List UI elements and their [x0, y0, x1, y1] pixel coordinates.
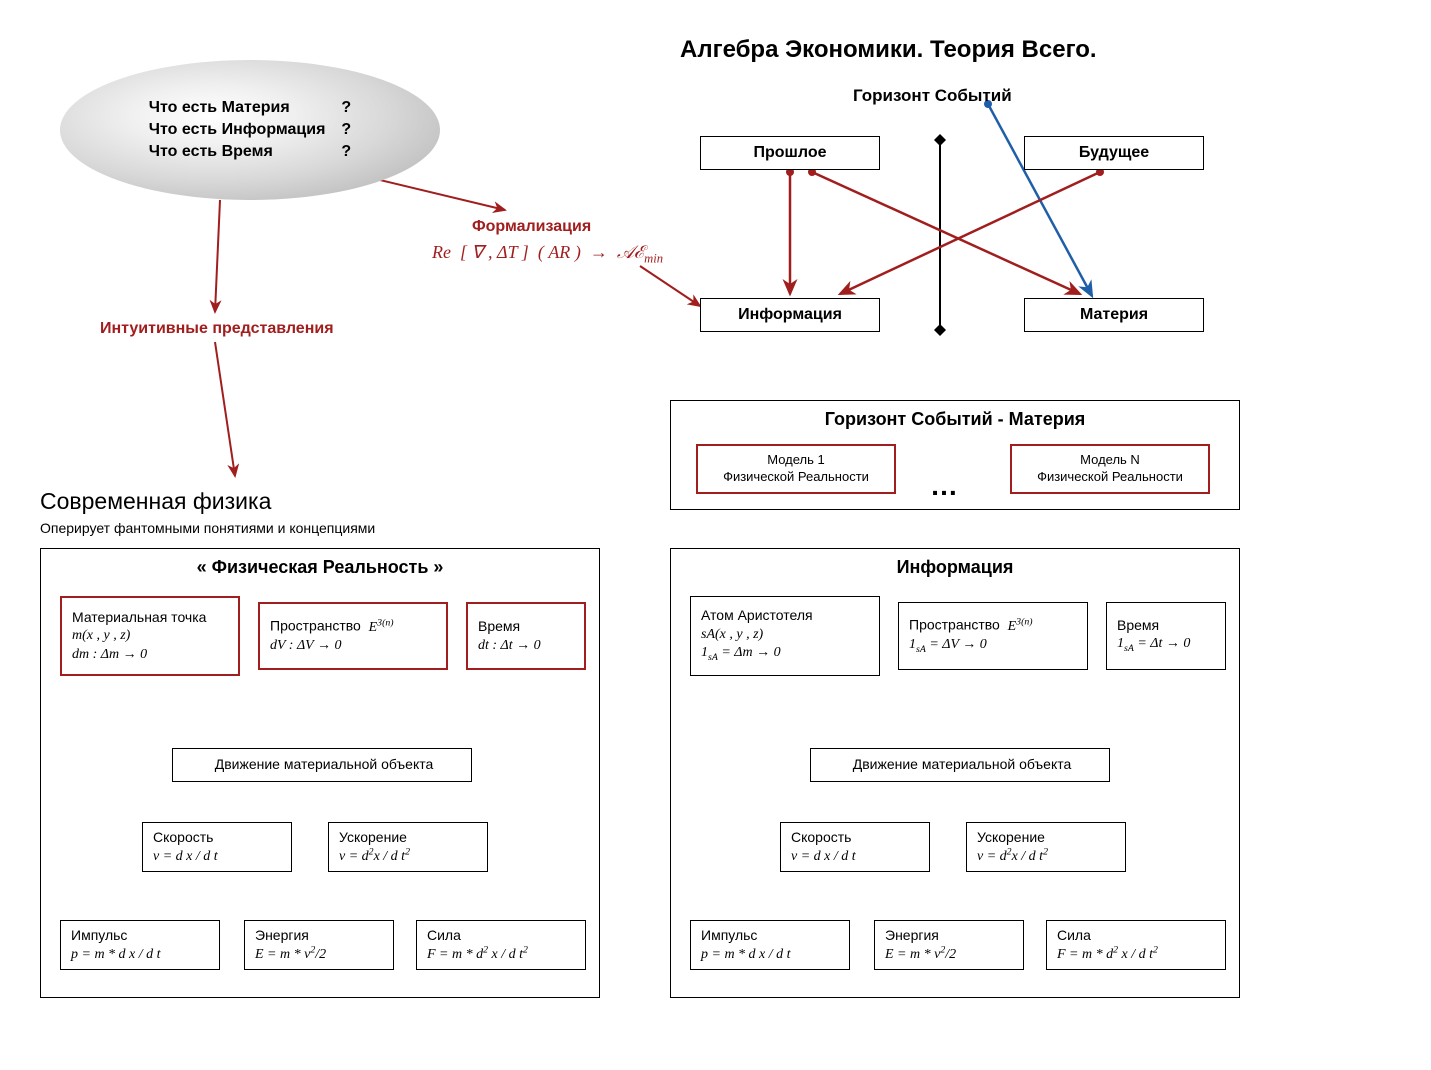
- right-accel-box: Ускорениеv = d2x / d t2: [966, 822, 1126, 872]
- node-info-label: Информация: [701, 301, 879, 329]
- left-speed-box: Скоростьv = d x / d t: [142, 822, 292, 872]
- models-ellipsis: …: [930, 470, 958, 502]
- left-accel-box: Ускорениеv = d2x / d t2: [328, 822, 488, 872]
- formula-pclose: ): [575, 242, 581, 262]
- formula-popen: (: [538, 242, 544, 262]
- right-time-box: Время1sA = Δt → 0: [1106, 602, 1226, 670]
- past-to-matter: [812, 172, 1080, 294]
- formula-ar: AR: [548, 242, 570, 262]
- q1-suf: ?: [333, 97, 359, 119]
- left-panel-title: « Физическая Реальность »: [41, 549, 599, 580]
- formula-arrow: →: [590, 242, 608, 262]
- node-future-label: Будущее: [1025, 139, 1203, 167]
- diagram-canvas: Что есть Материя ? Что есть Информация ?…: [0, 0, 1431, 1070]
- modern-physics-title: Современная физика: [40, 488, 271, 515]
- formula-ae-sub: min: [644, 252, 663, 266]
- ellipse-to-intuitive: [215, 200, 220, 312]
- formula-comma: ,: [488, 242, 493, 262]
- right-panel-title: Информация: [671, 549, 1239, 580]
- right-atom-box: Атом АристотеляsA(x , y , z)1sA = Δm → 0: [690, 596, 880, 676]
- q1-pre: Что есть Материя: [141, 97, 334, 119]
- left-force-box: СилаF = m * d2 x / d t2: [416, 920, 586, 970]
- intuitive-to-physics: [215, 342, 235, 476]
- model-n-box: Модель N Физической Реальности: [1010, 444, 1210, 494]
- formula-dt: ΔT: [497, 242, 517, 262]
- formula-re: Re: [432, 242, 451, 262]
- node-matter-label: Материя: [1025, 301, 1203, 329]
- left-time-box: Времяdt : Δt → 0: [466, 602, 586, 670]
- formalization-formula: Re [ ∇ , ΔT ] ( AR ) → 𝒜ℰmin: [432, 242, 663, 267]
- q2-pre: Что есть Информация: [141, 119, 334, 141]
- modern-physics-subtitle: Оперирует фантомными понятиями и концепц…: [40, 520, 375, 536]
- future-to-info: [840, 172, 1100, 294]
- model-n-line1: Модель N: [1018, 452, 1202, 469]
- node-future: Будущее: [1024, 136, 1204, 170]
- questions-table: Что есть Материя ? Что есть Информация ?…: [141, 97, 359, 163]
- formula-ae: 𝒜ℰ: [617, 242, 644, 262]
- right-motion-box: Движение материальной объекта: [810, 748, 1110, 782]
- questions-ellipse: Что есть Материя ? Что есть Информация ?…: [60, 60, 440, 200]
- q2-suf: ?: [333, 119, 359, 141]
- model-n-line2: Физической Реальности: [1018, 469, 1202, 486]
- left-impulse-box: Импульсp = m * d x / d t: [60, 920, 220, 970]
- main-title: Алгебра Экономики. Теория Всего.: [680, 36, 1097, 64]
- right-force-box: СилаF = m * d2 x / d t2: [1046, 920, 1226, 970]
- left-mpoint-box: Материальная точкаm(x , y , z)dm : Δm → …: [60, 596, 240, 676]
- node-matter: Материя: [1024, 298, 1204, 332]
- horizon-events-label: Горизонт Событий: [853, 86, 1012, 106]
- model-1-line2: Физической Реальности: [704, 469, 888, 486]
- model-1-box: Модель 1 Физической Реальности: [696, 444, 896, 494]
- left-energy-box: ЭнергияE = m * v2/2: [244, 920, 394, 970]
- formula-to-info: [640, 266, 700, 306]
- formula-nabla: ∇: [472, 242, 484, 262]
- node-past: Прошлое: [700, 136, 880, 170]
- left-motion-box: Движение материальной объекта: [172, 748, 472, 782]
- right-energy-box: ЭнергияE = m * v2/2: [874, 920, 1024, 970]
- ellipse-to-formalization: [380, 180, 505, 210]
- intuitive-label: Интуитивные представления: [100, 320, 334, 338]
- right-space-box: Пространство E3(n)1sA = ΔV → 0: [898, 602, 1088, 670]
- right-speed-box: Скоростьv = d x / d t: [780, 822, 930, 872]
- formalization-label: Формализация: [472, 218, 591, 236]
- q3-suf: ?: [333, 141, 359, 163]
- node-past-label: Прошлое: [701, 139, 879, 167]
- horizon-matter-title: Горизонт Событий - Материя: [671, 401, 1239, 432]
- q3-pre: Что есть Время: [141, 141, 334, 163]
- left-space-box: Пространство E3(n)dV : ΔV → 0: [258, 602, 448, 670]
- node-information: Информация: [700, 298, 880, 332]
- formula-bopen: [: [460, 242, 467, 262]
- right-impulse-box: Импульсp = m * d x / d t: [690, 920, 850, 970]
- model-1-line1: Модель 1: [704, 452, 888, 469]
- formula-bclose: ]: [522, 242, 529, 262]
